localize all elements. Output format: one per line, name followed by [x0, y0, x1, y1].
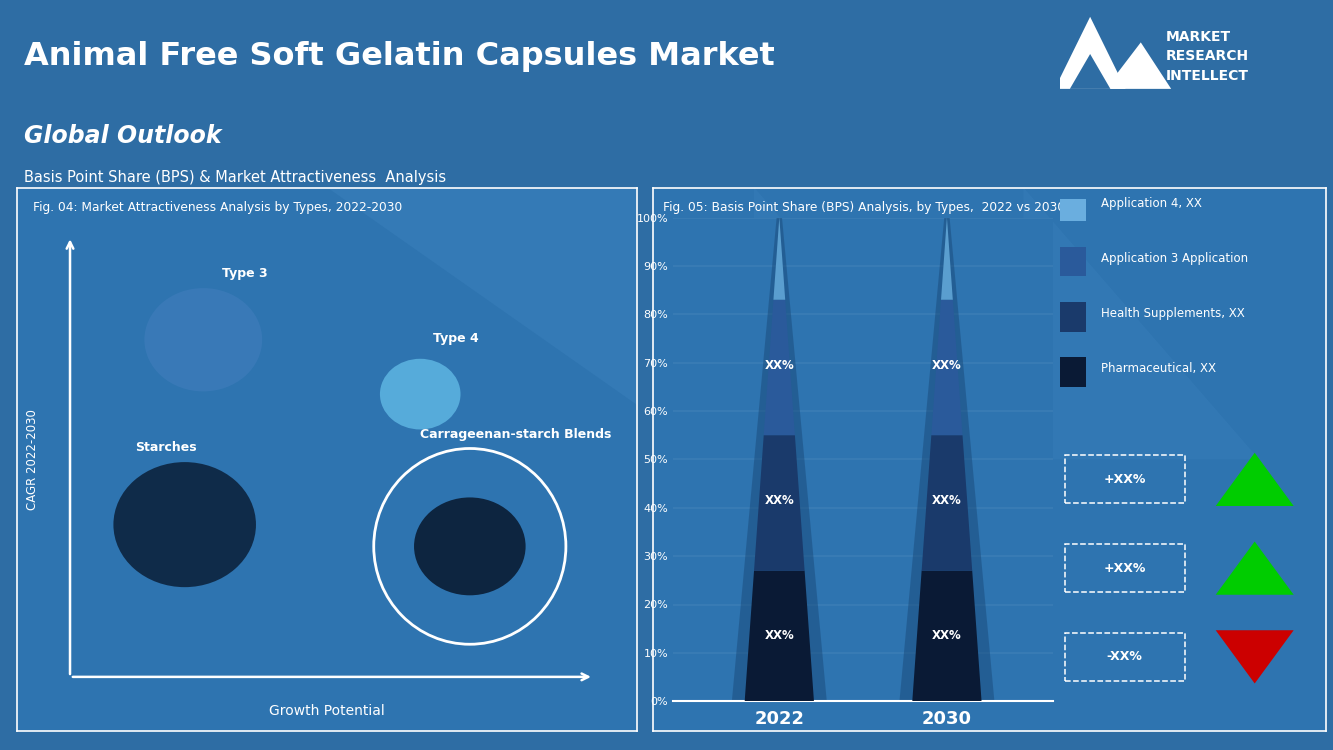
Circle shape	[144, 288, 263, 392]
Polygon shape	[1216, 453, 1293, 506]
Text: +XX%: +XX%	[1104, 562, 1146, 574]
Text: Application 4, XX: Application 4, XX	[1101, 196, 1202, 210]
Polygon shape	[1024, 188, 1260, 459]
Text: Carrageenan-starch Blends: Carrageenan-starch Blends	[420, 427, 612, 441]
Text: Global Outlook: Global Outlook	[24, 124, 221, 148]
Text: XX%: XX%	[932, 494, 962, 507]
Text: Growth Potential: Growth Potential	[269, 704, 385, 718]
Polygon shape	[754, 188, 989, 459]
Polygon shape	[754, 435, 805, 571]
Circle shape	[380, 358, 460, 430]
FancyBboxPatch shape	[1060, 248, 1086, 277]
Polygon shape	[900, 188, 994, 701]
Text: CAGR 2022-2030: CAGR 2022-2030	[27, 409, 40, 510]
FancyBboxPatch shape	[1060, 192, 1086, 221]
Circle shape	[415, 497, 525, 596]
Text: Basis Point Share (BPS) & Market Attractiveness  Analysis: Basis Point Share (BPS) & Market Attract…	[24, 170, 447, 185]
Polygon shape	[745, 571, 814, 701]
Text: -XX%: -XX%	[1106, 650, 1142, 664]
Text: XX%: XX%	[932, 629, 962, 643]
Text: MARKET
RESEARCH
INTELLECT: MARKET RESEARCH INTELLECT	[1166, 30, 1249, 82]
Polygon shape	[932, 300, 962, 435]
Text: XX%: XX%	[764, 358, 794, 371]
Text: Health Supplements, XX: Health Supplements, XX	[1101, 307, 1245, 320]
Polygon shape	[1070, 54, 1110, 89]
Polygon shape	[1216, 542, 1293, 595]
Text: Fig. 05: Basis Point Share (BPS) Analysis, by Types,  2022 vs 2030: Fig. 05: Basis Point Share (BPS) Analysi…	[664, 201, 1065, 214]
Text: XX%: XX%	[764, 494, 794, 507]
Text: Pharmaceutical, XX: Pharmaceutical, XX	[1101, 362, 1216, 375]
Polygon shape	[1054, 16, 1125, 89]
Polygon shape	[764, 300, 794, 435]
Polygon shape	[1105, 42, 1172, 89]
Text: Type 4: Type 4	[433, 332, 479, 346]
Polygon shape	[732, 188, 826, 701]
FancyBboxPatch shape	[1060, 302, 1086, 332]
Polygon shape	[1216, 630, 1293, 683]
Polygon shape	[912, 571, 981, 701]
Text: +XX%: +XX%	[1104, 473, 1146, 486]
Polygon shape	[941, 217, 953, 300]
Text: XX%: XX%	[932, 358, 962, 371]
Text: Type 3: Type 3	[221, 267, 268, 280]
Text: XX%: XX%	[764, 629, 794, 643]
FancyBboxPatch shape	[1060, 358, 1086, 387]
Circle shape	[113, 462, 256, 587]
Polygon shape	[328, 188, 637, 405]
Polygon shape	[921, 435, 972, 571]
Text: Starches: Starches	[135, 441, 197, 454]
Text: Animal Free Soft Gelatin Capsules Market: Animal Free Soft Gelatin Capsules Market	[24, 41, 774, 72]
Text: Fig. 04: Market Attractiveness Analysis by Types, 2022-2030: Fig. 04: Market Attractiveness Analysis …	[33, 201, 403, 214]
Polygon shape	[773, 217, 785, 300]
Text: Application 3 Application: Application 3 Application	[1101, 252, 1249, 265]
